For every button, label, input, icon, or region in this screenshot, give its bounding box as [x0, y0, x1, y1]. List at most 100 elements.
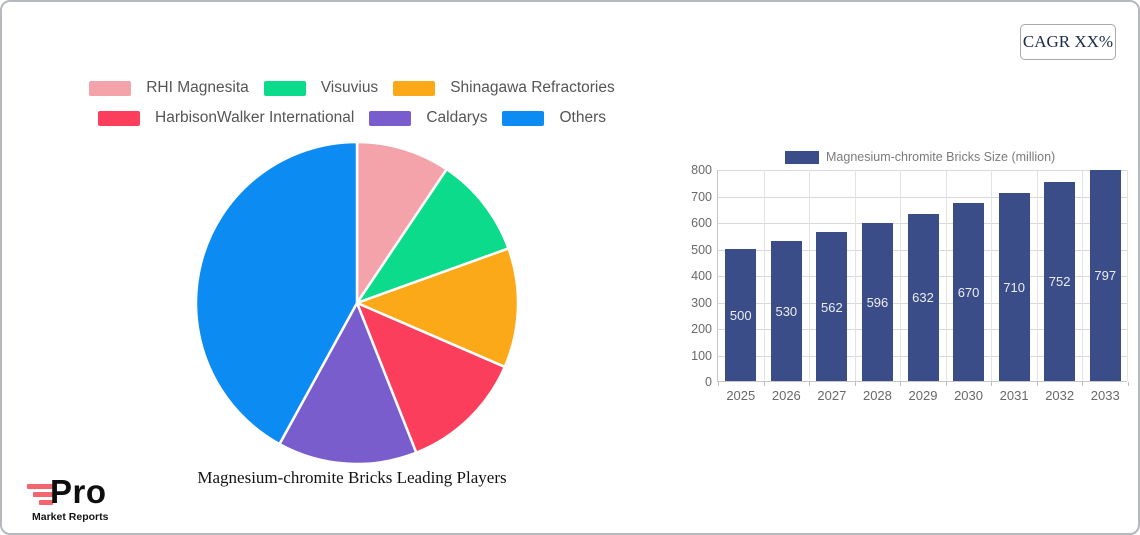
cagr-badge: CAGR XX%	[1020, 24, 1116, 60]
bar-value-label: 562	[821, 299, 843, 315]
y-tick-label: 800	[691, 163, 712, 177]
legend-label: Others	[559, 109, 606, 126]
logo: Pro Market Reports	[27, 473, 127, 530]
logo-bar-icon	[27, 484, 53, 489]
gridline-x	[900, 170, 902, 381]
bar-legend-swatch	[785, 150, 819, 164]
pie-legend: RHI Magnesita Visuvius Shinagawa Refractor…	[42, 79, 662, 127]
legend-swatch-caldarys	[369, 110, 412, 126]
pie-slice-harbisonwalker-international	[355, 301, 507, 454]
pie-slice-shinagawa-refractories	[355, 247, 520, 369]
gridline-y-800	[718, 170, 1127, 171]
pie-chart-title: Magnesium-chromite Bricks Leading Player…	[197, 468, 507, 487]
gridline-x	[1082, 170, 1084, 381]
x-tick-label: 2033	[1090, 388, 1120, 403]
gridline-x	[854, 170, 856, 381]
x-tick-label: 2029	[908, 388, 938, 403]
x-axis-tick	[854, 382, 856, 386]
bar-2029	[907, 213, 939, 381]
bar-2030	[953, 203, 985, 381]
y-tick-label: 500	[691, 242, 712, 257]
gridline-x	[1036, 170, 1038, 381]
x-tick-label: 2028	[862, 388, 892, 403]
bar-chart-plot-area: 0 100 200 300 400 500 600 700 800 500 2025 530 2026 5…	[691, 163, 1129, 403]
x-tick-label: 2030	[954, 388, 983, 403]
bar-2033	[1089, 169, 1121, 381]
logo-bar-icon	[39, 500, 53, 505]
pie-legend-item-others[interactable]: Others	[502, 109, 606, 127]
gridline-y-700	[718, 196, 1127, 198]
bar-chart-legend-item[interactable]: Magnesium-chromite Bricks Size (million)	[785, 150, 1055, 164]
x-tick-label: 2027	[817, 388, 847, 403]
legend-label: HarbisonWalker International	[155, 109, 355, 126]
x-axis-tick	[1082, 382, 1084, 386]
x-axis-tick	[900, 382, 902, 386]
y-tick-label: 200	[691, 322, 712, 336]
x-tick-label: 2025	[726, 388, 756, 403]
logo-text: Pro	[50, 473, 107, 510]
bar-2028	[861, 223, 893, 381]
bar-legend-label: Magnesium-chromite Bricks Size (million)	[826, 150, 1056, 164]
bar-value-label: 710	[1003, 279, 1025, 295]
legend-label: Shinagawa Refractories	[450, 79, 615, 96]
logo-bars-icon	[27, 484, 53, 505]
legend-label: Caldarys	[426, 109, 488, 126]
y-tick-label: 700	[691, 189, 712, 204]
pie-slice-visuvius	[355, 168, 510, 305]
x-tick-label: 2031	[999, 388, 1029, 403]
x-axis-tick	[945, 382, 947, 386]
pie-legend-item-harbisonwalker-international[interactable]: HarbisonWalker International	[98, 109, 354, 127]
pie-legend-item-visuvius[interactable]: Visuvius	[263, 79, 379, 97]
gridline-x	[809, 170, 811, 381]
bar-2032	[1044, 181, 1076, 381]
x-tick-label: 2032	[1045, 388, 1075, 403]
pie-chart	[194, 140, 520, 466]
bar-2026	[770, 240, 802, 381]
y-tick-label: 300	[691, 295, 712, 310]
bar-value-label: 530	[775, 303, 798, 319]
gridline-x	[991, 170, 993, 381]
x-axis-tick	[718, 382, 719, 386]
pie-legend-item-caldarys[interactable]: Caldarys	[369, 109, 487, 127]
logo-subtitle: Market Reports	[32, 511, 109, 523]
logo-bar-icon	[33, 492, 53, 497]
bar-value-label: 670	[957, 285, 980, 301]
legend-swatch-rhi-magnesita	[89, 80, 132, 96]
x-axis-tick	[991, 382, 993, 386]
cagr-label: CAGR XX%	[1022, 32, 1114, 51]
bar-2025	[725, 248, 757, 381]
y-tick-label: 400	[691, 269, 712, 283]
bar-value-label: 752	[1048, 274, 1071, 290]
pie-legend-item-rhi-magnesita[interactable]: RHI Magnesita	[89, 79, 249, 97]
pie-slice-rhi-magnesita	[355, 140, 448, 305]
pie-legend-row-2: HarbisonWalker International Caldarys Othe…	[42, 109, 662, 127]
y-tick-label: 0	[705, 375, 712, 389]
legend-swatch-harbisonwalker-international	[98, 110, 140, 126]
y-tick-label: 600	[691, 216, 712, 230]
legend-swatch-shinagawa-refractories	[393, 80, 436, 96]
legend-label: Visuvius	[320, 79, 379, 96]
y-tick-label: 100	[691, 348, 712, 363]
pie-legend-row-1: RHI Magnesita Visuvius Shinagawa Refractor…	[42, 79, 662, 97]
bar-value-label: 596	[866, 295, 889, 311]
legend-swatch-visuvius	[263, 80, 306, 96]
bar-value-label: 632	[912, 290, 934, 306]
x-tick-label: 2026	[771, 388, 801, 403]
x-axis-tick	[1036, 382, 1038, 386]
bar-value-label: 500	[729, 307, 752, 323]
bar-2027	[816, 232, 848, 381]
x-axis-tick	[809, 382, 811, 386]
gridline-x	[945, 170, 947, 381]
bar-2031	[998, 192, 1030, 381]
pie-slice-caldarys	[278, 301, 418, 466]
x-axis-tick	[763, 382, 765, 386]
legend-swatch-others	[502, 110, 545, 126]
legend-label: RHI Magnesita	[146, 79, 249, 96]
pie-legend-item-shinagawa-refractories[interactable]: Shinagawa Refractories	[393, 79, 615, 97]
gridline-x	[1127, 170, 1128, 381]
pie-slice-others	[194, 140, 359, 446]
gridline-x	[763, 170, 765, 381]
x-axis-tick	[1128, 382, 1129, 386]
bar-value-label: 797	[1094, 268, 1117, 284]
